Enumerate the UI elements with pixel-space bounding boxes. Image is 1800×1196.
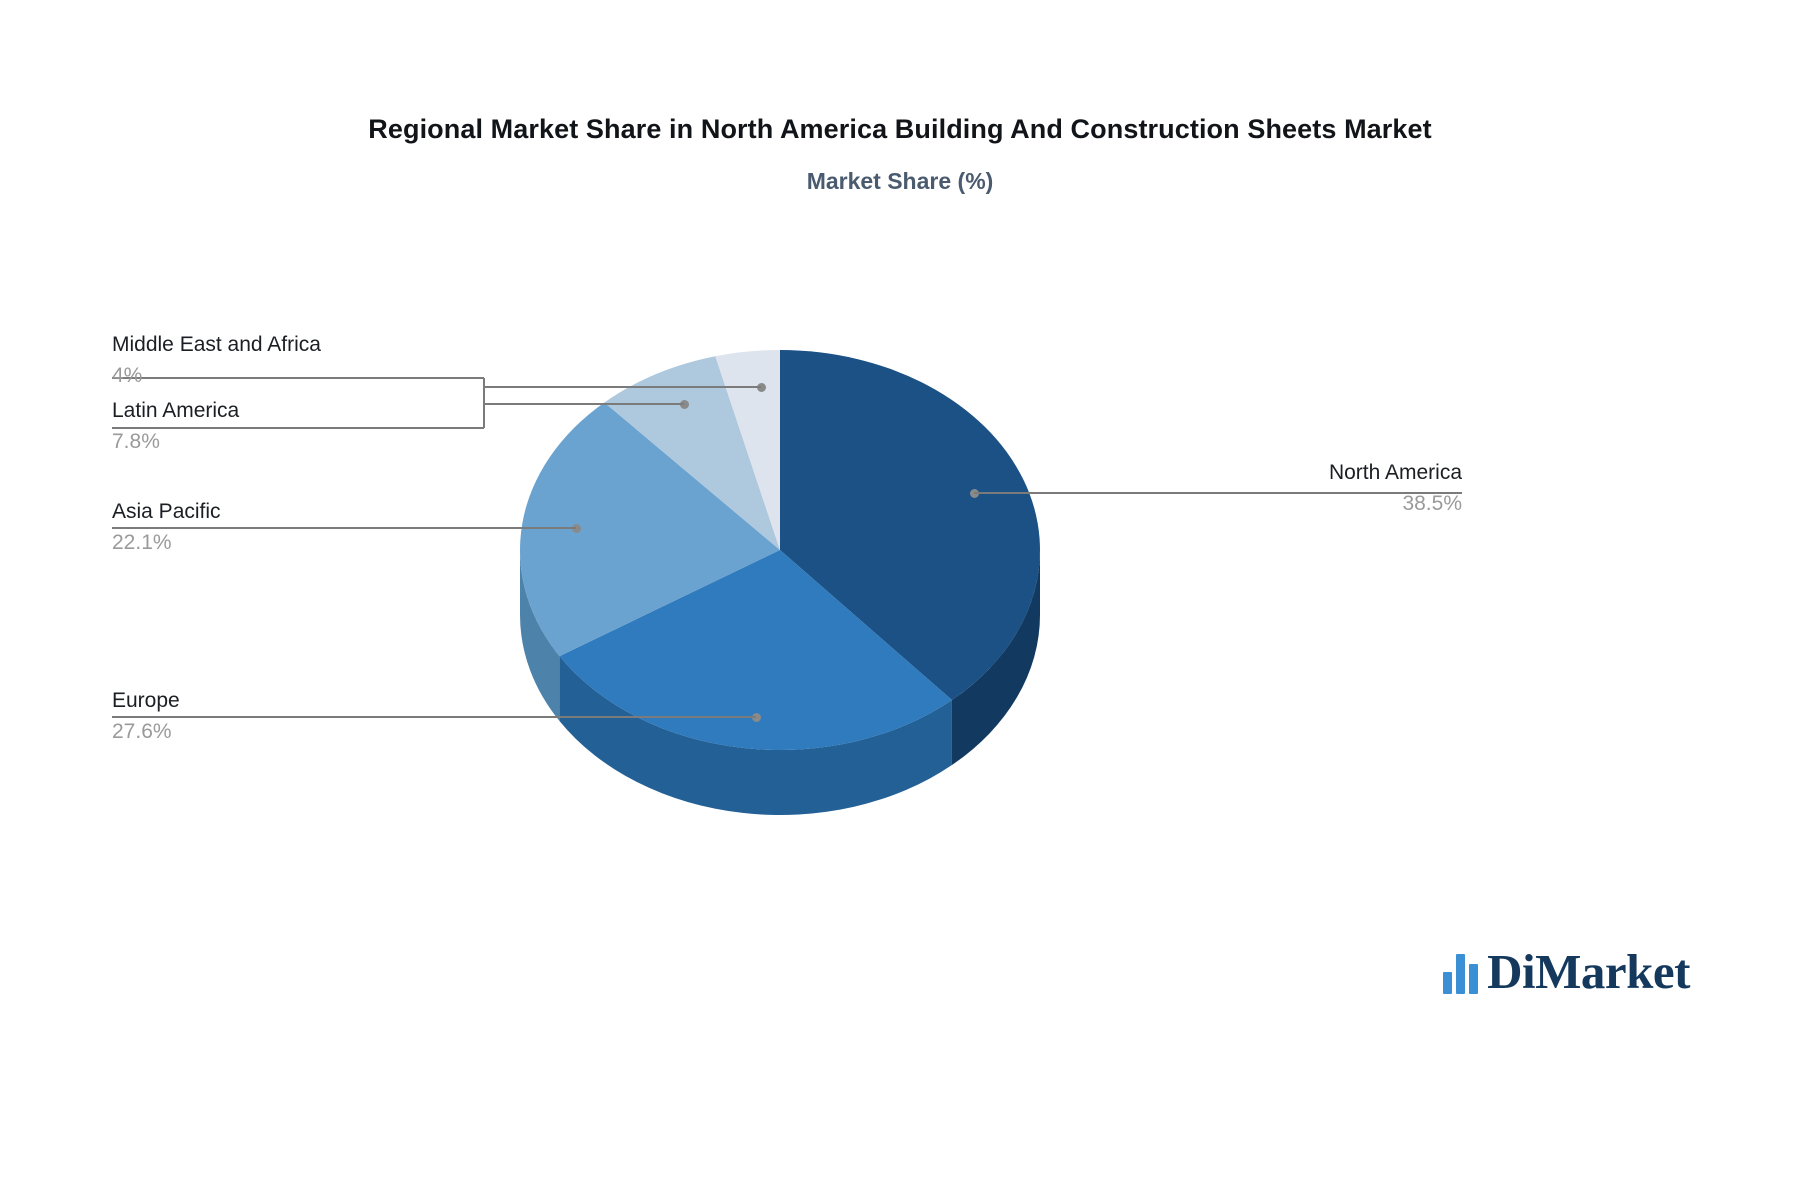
leader-line-europe (112, 716, 756, 718)
callout-value-asia-pacific: 22.1% (112, 531, 172, 554)
bar-chart-icon (1443, 950, 1479, 994)
leader-line-asia-pacific (112, 527, 576, 529)
leader-rule-latin-america (112, 427, 484, 429)
pie-side-walls (520, 550, 1040, 815)
callout-latin-america: Latin America 7.8% (112, 398, 484, 457)
pie-chart (480, 300, 1120, 860)
callout-north-america: North America 38.5% (1062, 460, 1462, 519)
leader-dot-asia-pacific (572, 524, 581, 533)
callout-europe: Europe 27.6% (112, 688, 756, 747)
callout-middle-east-and-africa: Middle East and Africa 4% (112, 332, 484, 391)
callout-asia-pacific: Asia Pacific 22.1% (112, 499, 576, 558)
pie-slice-europe[interactable] (559, 550, 952, 750)
chart-title: Regional Market Share in North America B… (368, 114, 1432, 144)
leader-dot-latin-america (680, 400, 689, 409)
callout-value-latin-america: 7.8% (112, 430, 160, 453)
pie-side-europe (559, 656, 952, 815)
logo-wordmark: DiMarket (1487, 944, 1690, 999)
callout-label-europe: Europe (112, 689, 180, 712)
dimarket-logo: DiMarket (1443, 947, 1690, 996)
callout-value-europe: 27.6% (112, 720, 172, 743)
callout-label-north-america: North America (1328, 461, 1462, 484)
leader-line-north-america (974, 492, 1462, 494)
callout-value-middle-east-and-africa: 4% (112, 364, 143, 387)
callout-label-latin-america: Latin America (112, 399, 240, 422)
leader-line-latin-america (484, 403, 684, 405)
leader-rule-middle-east-and-africa (112, 377, 484, 379)
callout-value-north-america: 38.5% (1402, 492, 1462, 515)
pie-slice-north-america[interactable] (780, 350, 1040, 701)
pie-side-asia-pacific (520, 550, 560, 722)
pie-slice-asia-pacific[interactable] (519, 402, 780, 657)
leader-line-middle-east-and-africa (484, 386, 761, 388)
leader-dot-europe (752, 713, 761, 722)
callout-label-middle-east-and-africa: Middle East and Africa (112, 333, 321, 356)
pie-side-north-america (951, 550, 1040, 766)
callout-label-asia-pacific: Asia Pacific (112, 500, 221, 523)
leader-dot-middle-east-and-africa (757, 383, 766, 392)
pie-slice-middle-east-and-africa[interactable] (715, 350, 780, 550)
leader-elbow-latin-america (483, 378, 485, 428)
pie-svg (519, 350, 1040, 815)
chart-subtitle: Market Share (%) (806, 168, 994, 194)
